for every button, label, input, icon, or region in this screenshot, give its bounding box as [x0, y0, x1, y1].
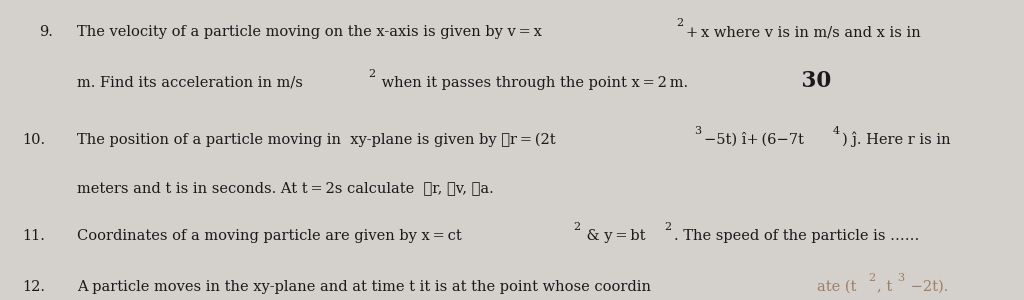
- Text: The velocity of a particle moving on the x-axis is given by v = x: The velocity of a particle moving on the…: [77, 25, 542, 39]
- Text: 2: 2: [369, 69, 376, 79]
- Text: ) ĵ. Here r is in: ) ĵ. Here r is in: [842, 131, 950, 147]
- Text: 30: 30: [779, 70, 831, 92]
- Text: 12.: 12.: [23, 280, 45, 294]
- Text: , t: , t: [878, 280, 893, 294]
- Text: meters and t is in seconds. At t = 2s calculate  ⃗r, ⃗v, ⃗a.: meters and t is in seconds. At t = 2s ca…: [77, 181, 494, 195]
- Text: 4: 4: [833, 126, 840, 136]
- Text: 2: 2: [573, 222, 581, 232]
- Text: −5t) î+ (6−7t: −5t) î+ (6−7t: [703, 133, 804, 147]
- Text: . The speed of the particle is ……: . The speed of the particle is ……: [674, 229, 919, 243]
- Text: The position of a particle moving in  xy-plane is given by ⃗r = (2t: The position of a particle moving in xy-…: [77, 133, 555, 147]
- Text: when it passes through the point x = 2 m.: when it passes through the point x = 2 m…: [378, 76, 688, 90]
- Text: + x where v is in m/s and x is in: + x where v is in m/s and x is in: [686, 25, 921, 39]
- Text: 11.: 11.: [23, 229, 45, 243]
- Text: 2: 2: [868, 273, 876, 283]
- Text: 3: 3: [897, 273, 904, 283]
- Text: 9.: 9.: [39, 25, 53, 39]
- Text: ate (t: ate (t: [817, 280, 857, 294]
- Text: −2t).: −2t).: [906, 280, 948, 294]
- Text: 10.: 10.: [23, 133, 46, 147]
- Text: m. Find its acceleration in m/s: m. Find its acceleration in m/s: [77, 76, 303, 90]
- Text: & y = bt: & y = bt: [583, 229, 646, 243]
- Text: 2: 2: [677, 18, 684, 28]
- Text: A particle moves in the xy-plane and at time t it is at the point whose coordin: A particle moves in the xy-plane and at …: [77, 280, 651, 294]
- Text: Coordinates of a moving particle are given by x = ct: Coordinates of a moving particle are giv…: [77, 229, 462, 243]
- Text: 2: 2: [665, 222, 672, 232]
- Text: 3: 3: [694, 126, 701, 136]
